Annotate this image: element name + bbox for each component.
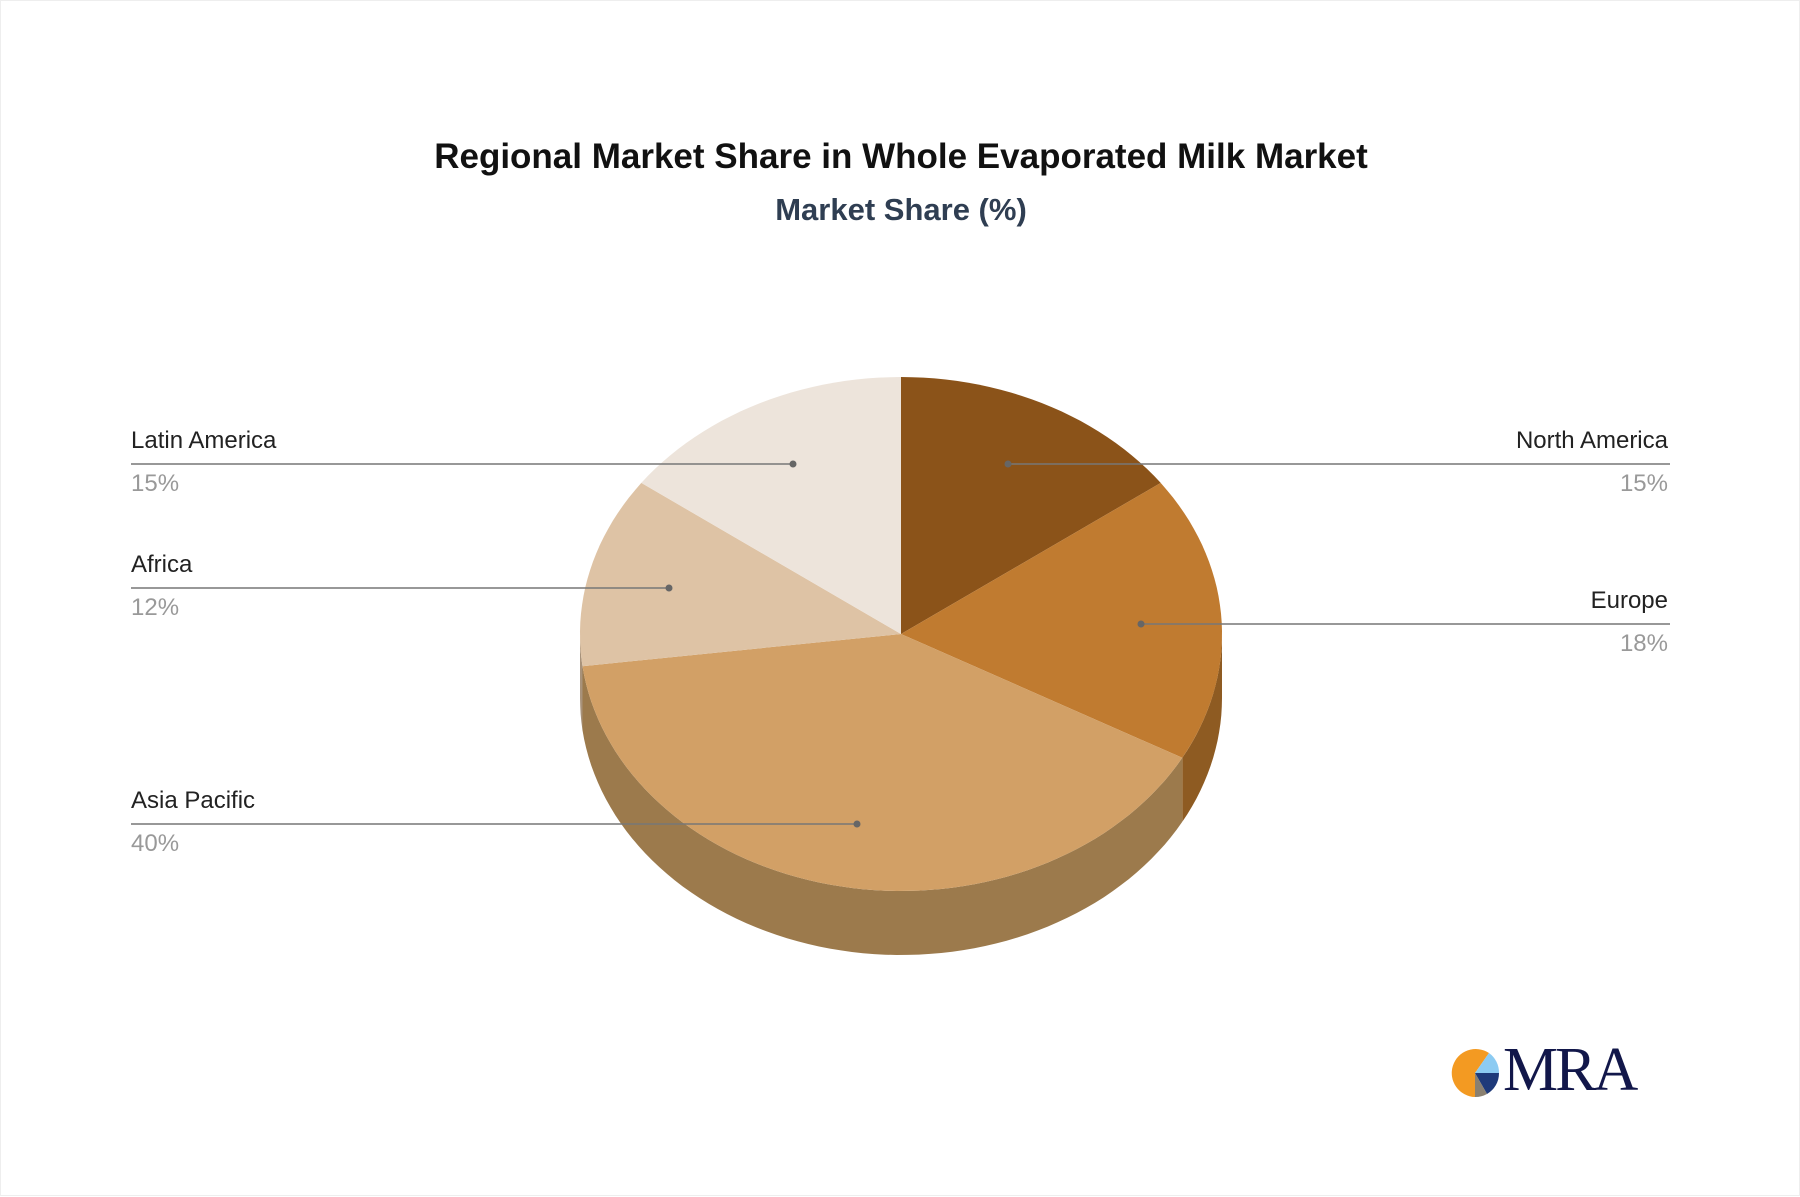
chart-subtitle: Market Share (%): [775, 192, 1027, 227]
leader-dot-europe: [1137, 620, 1145, 628]
leader-dot-latin-america: [789, 460, 797, 468]
pie-slice-latin-america[interactable]: [641, 377, 901, 634]
label-africa: Africa: [131, 551, 193, 578]
pct-latin-america: 15%: [131, 470, 180, 497]
label-asia-pacific: Asia Pacific: [131, 787, 256, 814]
leader-dot-africa: [665, 584, 673, 592]
logo-text: MRA: [1503, 1036, 1638, 1104]
pct-asia-pacific: 40%: [131, 830, 180, 857]
leader-dot-asia-pacific: [853, 820, 861, 828]
pie-side-asia-pacific: [582, 666, 1183, 955]
pie-slice-africa[interactable]: [580, 482, 901, 667]
pct-europe: 18%: [1619, 630, 1668, 657]
leader-dot-north-america: [1004, 460, 1012, 468]
pie-side-europe: [1182, 634, 1222, 822]
mra-logo: MRA: [1449, 1036, 1639, 1104]
pct-africa: 12%: [131, 594, 180, 621]
pct-north-america: 15%: [1619, 470, 1668, 497]
label-north-america: North America: [1515, 427, 1668, 454]
pie-side-africa: [580, 634, 583, 731]
pie-slice-north-america[interactable]: [901, 377, 1161, 634]
chart-title: Regional Market Share in Whole Evaporate…: [434, 137, 1368, 176]
logo-pie-icon: [1451, 1049, 1500, 1098]
pie-slice-asia-pacific[interactable]: [582, 634, 1183, 891]
pie-slice-europe[interactable]: [901, 482, 1222, 758]
label-europe: Europe: [1590, 587, 1668, 614]
label-latin-america: Latin America: [131, 427, 277, 454]
